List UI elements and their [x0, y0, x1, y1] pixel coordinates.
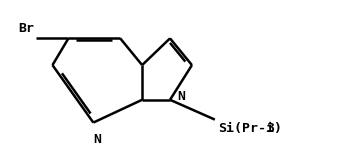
Text: Br: Br — [18, 22, 34, 35]
Text: Si(Pr-i): Si(Pr-i) — [219, 122, 282, 135]
Text: N: N — [177, 90, 185, 103]
Text: 3: 3 — [266, 122, 274, 135]
Text: N: N — [93, 133, 101, 146]
